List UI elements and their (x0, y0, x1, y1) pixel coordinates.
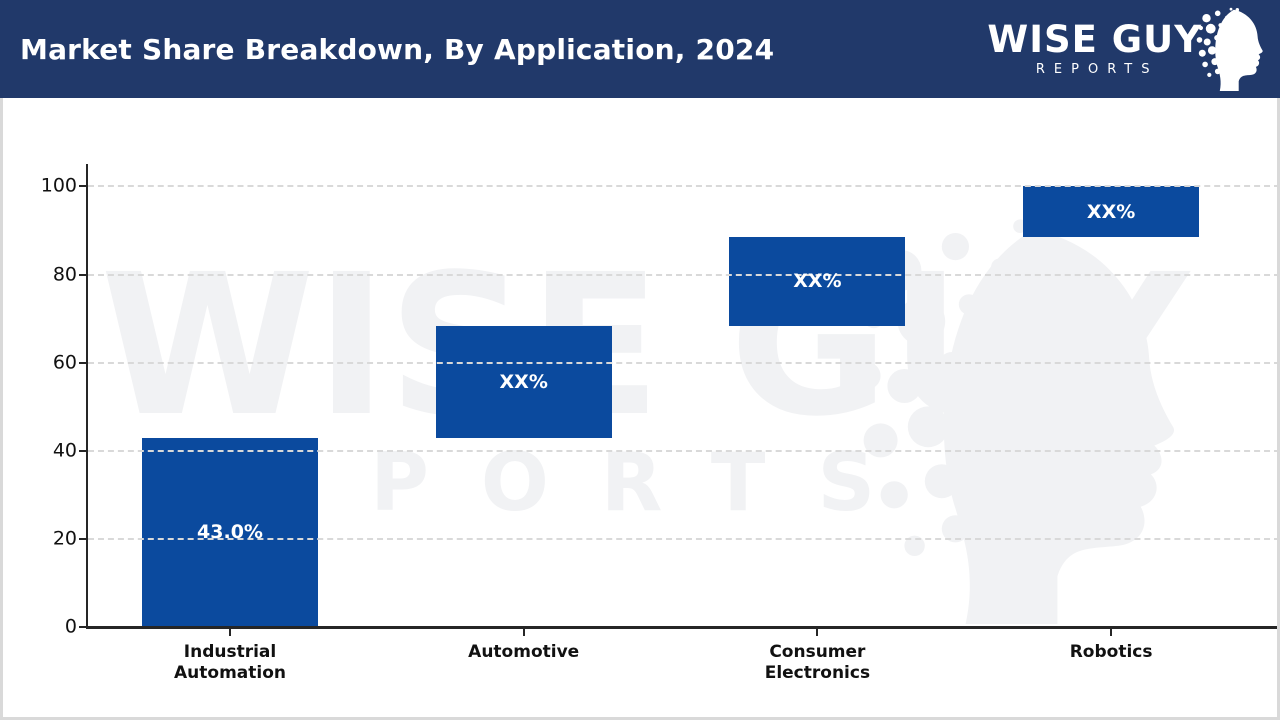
logo-head-icon (1196, 7, 1263, 91)
y-tick-label: 40 (52, 439, 77, 462)
plot-area: 0 20 40 60 80 100 43.0% Industrial Automation XX… (41, 164, 1280, 683)
y-tick (79, 449, 86, 452)
bar-value-label: XX% (1086, 200, 1136, 223)
x-axis-line (86, 626, 1280, 629)
x-tick (1110, 629, 1113, 636)
bar-value-label: XX% (499, 370, 548, 393)
y-tick-label: 100 (40, 175, 77, 198)
bar (142, 437, 318, 627)
logo-subtitle: REPORTS (1035, 62, 1159, 77)
x-tick (522, 629, 525, 636)
y-tick-label: 80 (52, 263, 77, 286)
y-gridline (88, 273, 1280, 276)
logo-wordmark: WISE GUY (987, 18, 1202, 61)
bar (435, 325, 612, 438)
y-gridline (88, 449, 1280, 452)
category-label: Automotive (468, 642, 580, 662)
y-tick (79, 361, 86, 364)
category-label: Robotics (1069, 642, 1153, 662)
y-tick (79, 273, 86, 276)
y-axis-spine (86, 164, 88, 627)
y-gridline (88, 361, 1280, 364)
y-tick (79, 537, 86, 540)
chart-title: Market Share Breakdown, By Application, … (20, 32, 775, 66)
wise-guy-logo: WISE GUY REPORTS (987, 7, 1266, 91)
watermark: WISE GUY REPORTS (0, 98, 1280, 720)
y-tick-label: 60 (52, 351, 77, 374)
category-label: Industrial Automation (174, 642, 286, 684)
logo-text: WISE GUY REPORTS (987, 21, 1202, 77)
header: Market Share Breakdown, By Application, … (0, 0, 1280, 98)
x-tick (229, 629, 231, 636)
bar (1023, 186, 1200, 238)
y-tick-label: 0 (64, 615, 77, 638)
y-gridline (88, 185, 1280, 188)
bar-value-label: XX% (793, 270, 842, 293)
y-tick-label: 20 (52, 527, 77, 550)
y-tick (79, 185, 86, 188)
y-gridline (88, 537, 1280, 540)
y-tick (79, 626, 86, 628)
bar (729, 237, 906, 326)
chart-area: WISE GUY REPORTS 0 20 40 60 80 100 43.0% Indust… (0, 98, 1280, 720)
x-tick (816, 629, 819, 636)
bar-value-label: 43.0% (197, 521, 263, 544)
category-label: Consumer Electronics (764, 642, 871, 684)
